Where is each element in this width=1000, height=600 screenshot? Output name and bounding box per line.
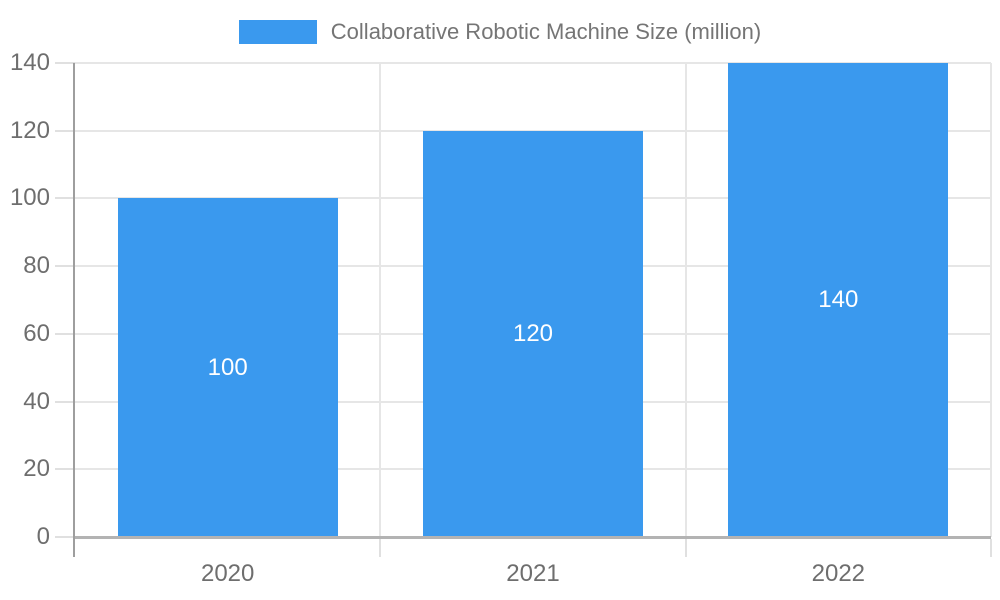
x-axis-category-label: 2020: [200, 560, 255, 587]
x-axis-category-label: 2022: [811, 560, 866, 587]
gridline-vertical: [379, 63, 382, 537]
bar-value-label: 120: [512, 319, 554, 347]
y-axis-line: [73, 63, 75, 557]
bar-value-label: 140: [818, 286, 859, 313]
legend-swatch: [238, 20, 317, 44]
y-axis-tick: [55, 400, 75, 403]
y-axis-tick-label: 120: [9, 116, 50, 144]
x-axis-category-label: 2021: [506, 560, 560, 587]
bar-2021[interactable]: [423, 130, 643, 537]
y-axis-tick-label: 20: [23, 455, 50, 483]
y-axis-tick-label: 100: [9, 184, 50, 212]
legend-label: Collaborative Robotic Machine Size (mill…: [330, 19, 762, 44]
x-axis-tick: [379, 539, 382, 557]
x-axis-tick: [684, 539, 687, 557]
bar-2020[interactable]: [117, 198, 338, 537]
y-axis-tick-label: 40: [23, 387, 50, 415]
y-axis-tick-label: 60: [23, 319, 50, 347]
bar-value-label: 100: [207, 353, 248, 381]
y-axis-tick-label: 80: [23, 252, 50, 280]
y-axis-tick: [55, 197, 75, 200]
y-axis-tick: [55, 129, 75, 132]
gridline-vertical: [990, 63, 992, 537]
x-axis-line: [75, 536, 991, 539]
y-axis-tick: [55, 62, 75, 64]
y-axis-tick-label: 0: [36, 523, 50, 550]
y-axis-tick: [55, 265, 75, 268]
bar-2022[interactable]: [728, 63, 949, 537]
x-axis-tick: [990, 539, 992, 557]
y-axis-tick: [55, 536, 75, 538]
y-axis-tick: [55, 468, 75, 471]
legend[interactable]: Collaborative Robotic Machine Size (mill…: [0, 19, 1000, 45]
gridline-vertical: [684, 63, 687, 537]
gridline-horizontal: [75, 62, 991, 64]
y-axis-tick-label: 140: [9, 49, 50, 76]
y-axis-tick: [55, 332, 75, 335]
